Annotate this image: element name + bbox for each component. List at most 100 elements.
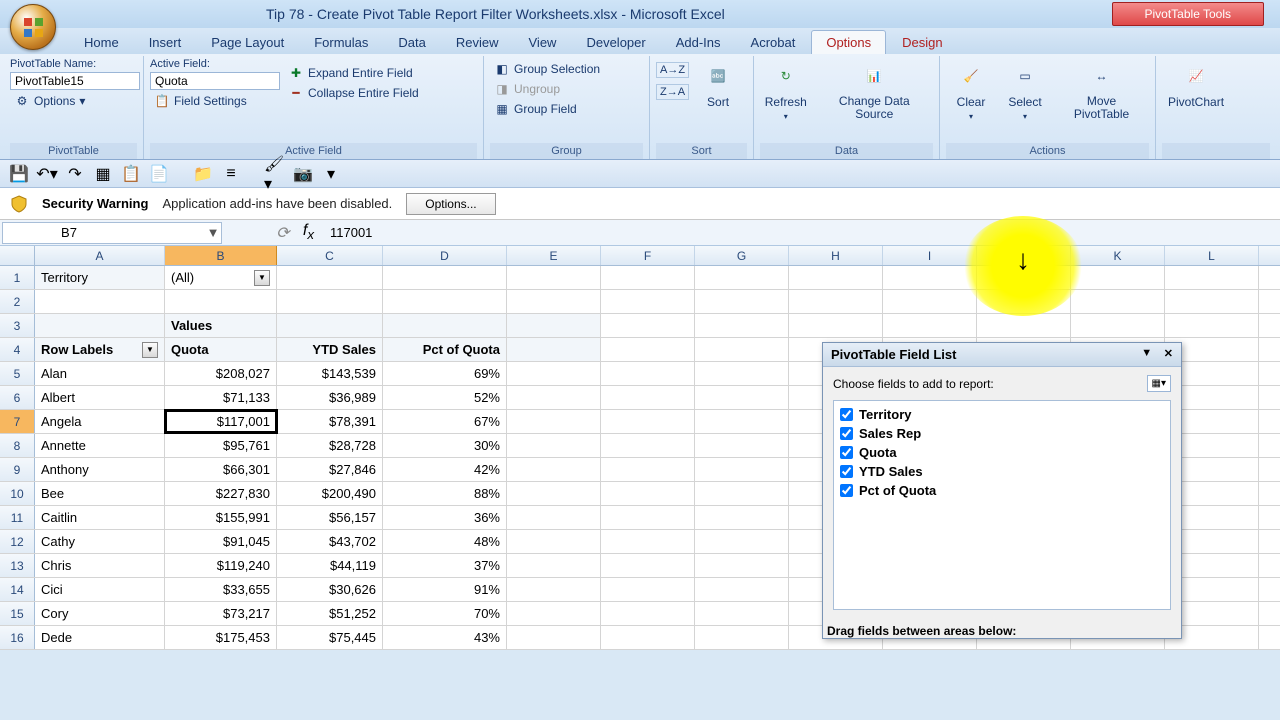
name-box[interactable]: B7▼ [2,222,222,244]
cell[interactable]: $75,445 [277,626,383,649]
row-header[interactable]: 7 [0,410,35,433]
cell[interactable] [601,626,695,649]
cell[interactable] [507,530,601,553]
cell[interactable] [789,314,883,337]
security-options-button[interactable]: Options... [406,193,495,215]
options-button[interactable]: ⚙Options ▾ [10,92,140,110]
cell[interactable] [977,314,1071,337]
cell[interactable] [601,458,695,481]
qat-icon[interactable]: 📁 [192,163,214,185]
cell[interactable] [277,314,383,337]
redo-icon[interactable]: ↷ [64,163,86,185]
cell[interactable] [601,578,695,601]
save-icon[interactable]: 💾 [8,163,30,185]
rowlabels-dropdown-icon[interactable]: ▼ [142,342,158,358]
row-header[interactable]: 11 [0,506,35,529]
group-selection-button[interactable]: ◧Group Selection [490,60,604,78]
cell[interactable]: $78,391 [277,410,383,433]
cell[interactable]: $44,119 [277,554,383,577]
field-list-box[interactable]: Territory Sales Rep Quota YTD Sales Pct … [833,400,1171,610]
tab-formulas[interactable]: Formulas [300,31,382,54]
cell[interactable] [695,362,789,385]
cell[interactable] [695,602,789,625]
cell[interactable] [1165,314,1259,337]
cell[interactable] [695,266,789,289]
cell[interactable]: 52% [383,386,507,409]
cell[interactable] [507,266,601,289]
cell[interactable]: 91% [383,578,507,601]
cell[interactable] [601,266,695,289]
cell[interactable]: $51,252 [277,602,383,625]
cell[interactable] [695,458,789,481]
cell[interactable]: $155,991 [165,506,277,529]
cell[interactable] [789,290,883,313]
cell[interactable]: $91,045 [165,530,277,553]
field-list-item[interactable]: Quota [838,443,1166,462]
qat-icon[interactable]: 📷 [292,163,314,185]
cell[interactable] [601,362,695,385]
cell[interactable]: $66,301 [165,458,277,481]
cell[interactable] [507,362,601,385]
cell[interactable]: $30,626 [277,578,383,601]
cell[interactable]: Territory [35,266,165,289]
cell[interactable]: $73,217 [165,602,277,625]
tab-design[interactable]: Design [888,31,956,54]
move-pivottable-button[interactable]: ↔Move PivotTable [1054,58,1149,123]
row-header[interactable]: 6 [0,386,35,409]
refresh-button[interactable]: ↻Refresh▾ [760,58,812,123]
select-all-corner[interactable] [0,246,35,265]
cell[interactable] [1071,290,1165,313]
cell[interactable] [383,266,507,289]
change-data-source-button[interactable]: 📊Change Data Source [816,58,933,123]
cell[interactable] [601,314,695,337]
sort-za-button[interactable]: Z→A [656,84,689,100]
qat-more-icon[interactable]: ▾ [320,163,342,185]
cell[interactable] [277,290,383,313]
cell[interactable] [695,314,789,337]
cell[interactable] [507,410,601,433]
tab-page-layout[interactable]: Page Layout [197,31,298,54]
field-list-item[interactable]: Pct of Quota [838,481,1166,500]
cell[interactable] [601,290,695,313]
clear-button[interactable]: 🧹Clear▾ [946,58,996,123]
cell[interactable] [695,290,789,313]
tab-options[interactable]: Options [811,30,886,54]
tab-view[interactable]: View [515,31,571,54]
formula-input[interactable]: 117001 [322,225,1280,240]
expand-field-button[interactable]: ✚Expand Entire Field [284,64,423,82]
field-checkbox[interactable] [840,408,853,421]
cell[interactable] [1165,266,1259,289]
cell[interactable]: $208,027 [165,362,277,385]
cell[interactable]: Dede [35,626,165,649]
cell[interactable]: $200,490 [277,482,383,505]
sort-button[interactable]: 🔤Sort [693,58,743,111]
column-header[interactable]: F [601,246,695,265]
cell[interactable]: $95,761 [165,434,277,457]
filter-dropdown-icon[interactable]: ▼ [254,270,270,286]
cell[interactable] [383,314,507,337]
cell[interactable] [507,482,601,505]
cell[interactable] [601,602,695,625]
row-header[interactable]: 15 [0,602,35,625]
cell[interactable]: $33,655 [165,578,277,601]
sort-az-button[interactable]: A→Z [656,62,689,78]
cell[interactable]: Quota [165,338,277,361]
cell[interactable]: Cory [35,602,165,625]
cell[interactable]: 48% [383,530,507,553]
cell[interactable] [601,434,695,457]
field-list-item[interactable]: Sales Rep [838,424,1166,443]
pivotchart-button[interactable]: 📈PivotChart [1162,58,1230,111]
qat-icon[interactable]: 🖌▾ [264,163,286,185]
cell[interactable]: $117,001 [165,410,277,433]
cell[interactable]: $36,989 [277,386,383,409]
cell[interactable]: $227,830 [165,482,277,505]
field-checkbox[interactable] [840,427,853,440]
field-list-layout-button[interactable]: ▦▾ [1147,375,1171,392]
office-button[interactable] [10,4,56,50]
row-header[interactable]: 13 [0,554,35,577]
cell[interactable]: Angela [35,410,165,433]
cell[interactable] [601,506,695,529]
column-header[interactable]: I [883,246,977,265]
namebox-dropdown-icon[interactable]: ▼ [205,225,221,240]
column-header[interactable]: B [165,246,277,265]
